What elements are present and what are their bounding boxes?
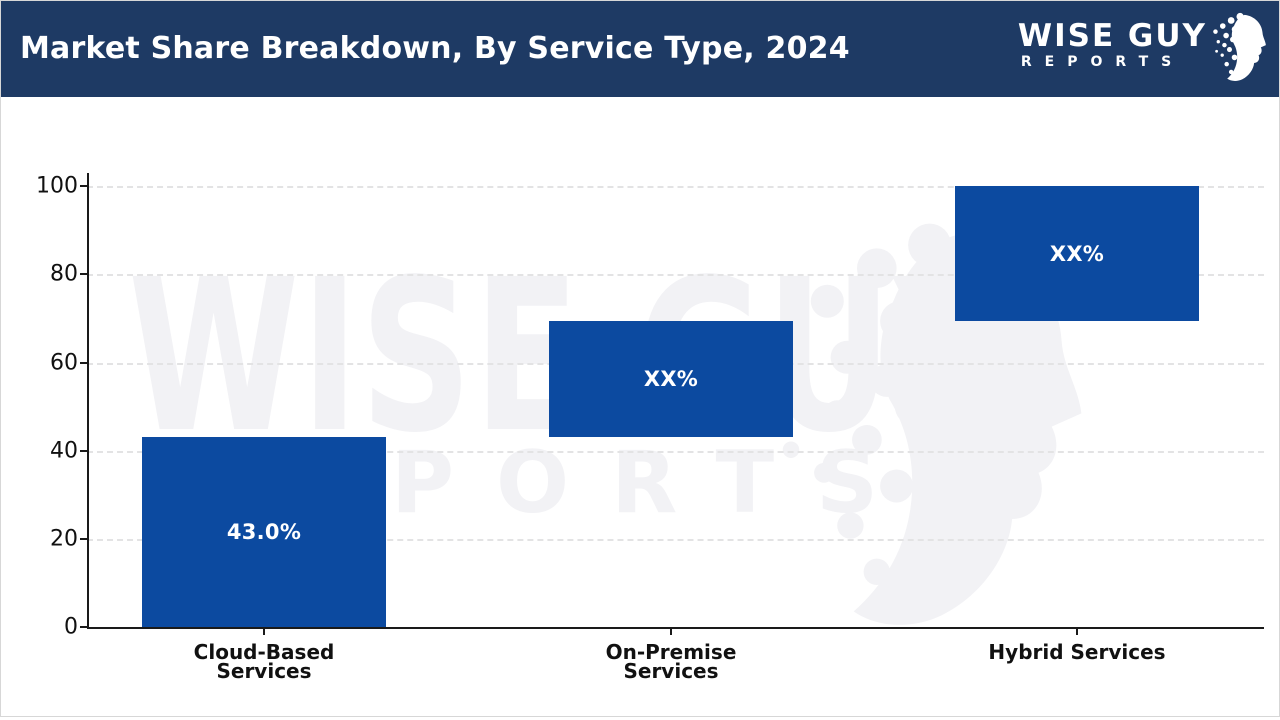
gridline-80 <box>87 274 1264 277</box>
x-category-label-on-premise-services: On-Premise Services <box>605 640 737 683</box>
logo-text: WISE GUY REPORTS <box>1018 19 1207 70</box>
y-tick-mark-60 <box>80 361 87 364</box>
x-category-label-cloud-based-services: Cloud-Based Services <box>193 640 335 683</box>
y-axis-line <box>87 173 89 629</box>
y-tick-mark-100 <box>80 185 87 188</box>
gridline-40 <box>87 450 1264 453</box>
y-tick-label-100: 100 <box>36 173 78 199</box>
bar-cloud-based-services: 43.0% <box>142 437 386 627</box>
bar-hybrid-services: XX% <box>955 186 1199 321</box>
x-tick-mark-hybrid-services <box>1076 629 1078 635</box>
x-category-label-hybrid-services: Hybrid Services <box>988 640 1166 664</box>
x-tick-mark-cloud-based-services <box>263 629 265 635</box>
bar-value-label-hybrid-services: XX% <box>1049 241 1105 266</box>
x-tick-mark-on-premise-services <box>670 629 672 635</box>
y-tick-label-20: 20 <box>50 526 78 552</box>
logo-reports: REPORTS <box>1020 54 1185 71</box>
y-tick-mark-0 <box>80 626 87 628</box>
logo-wise-guy: WISE GUY <box>1017 18 1207 54</box>
gridline-20 <box>87 538 1264 541</box>
chart-title: Market Share Breakdown, By Service Type,… <box>20 31 850 66</box>
bar-value-label-cloud-based-services: 43.0% <box>226 520 302 545</box>
bar-on-premise-services: XX% <box>549 320 793 438</box>
header-band: Market Share Breakdown, By Service Type,… <box>0 0 1280 97</box>
bar-value-label-on-premise-services: XX% <box>643 367 699 392</box>
y-tick-mark-20 <box>80 537 87 540</box>
y-tick-label-0: 0 <box>64 614 78 640</box>
y-tick-label-80: 80 <box>50 261 78 287</box>
x-axis-line <box>87 627 1264 629</box>
y-tick-label-40: 40 <box>50 438 78 464</box>
y-tick-mark-80 <box>80 273 87 276</box>
y-tick-mark-40 <box>80 449 87 452</box>
logo-face-icon <box>1213 12 1266 81</box>
wise-guy-reports-logo: WISE GUY REPORTS <box>1011 7 1267 91</box>
gridline-100 <box>87 186 1264 189</box>
y-tick-label-60: 60 <box>50 350 78 376</box>
